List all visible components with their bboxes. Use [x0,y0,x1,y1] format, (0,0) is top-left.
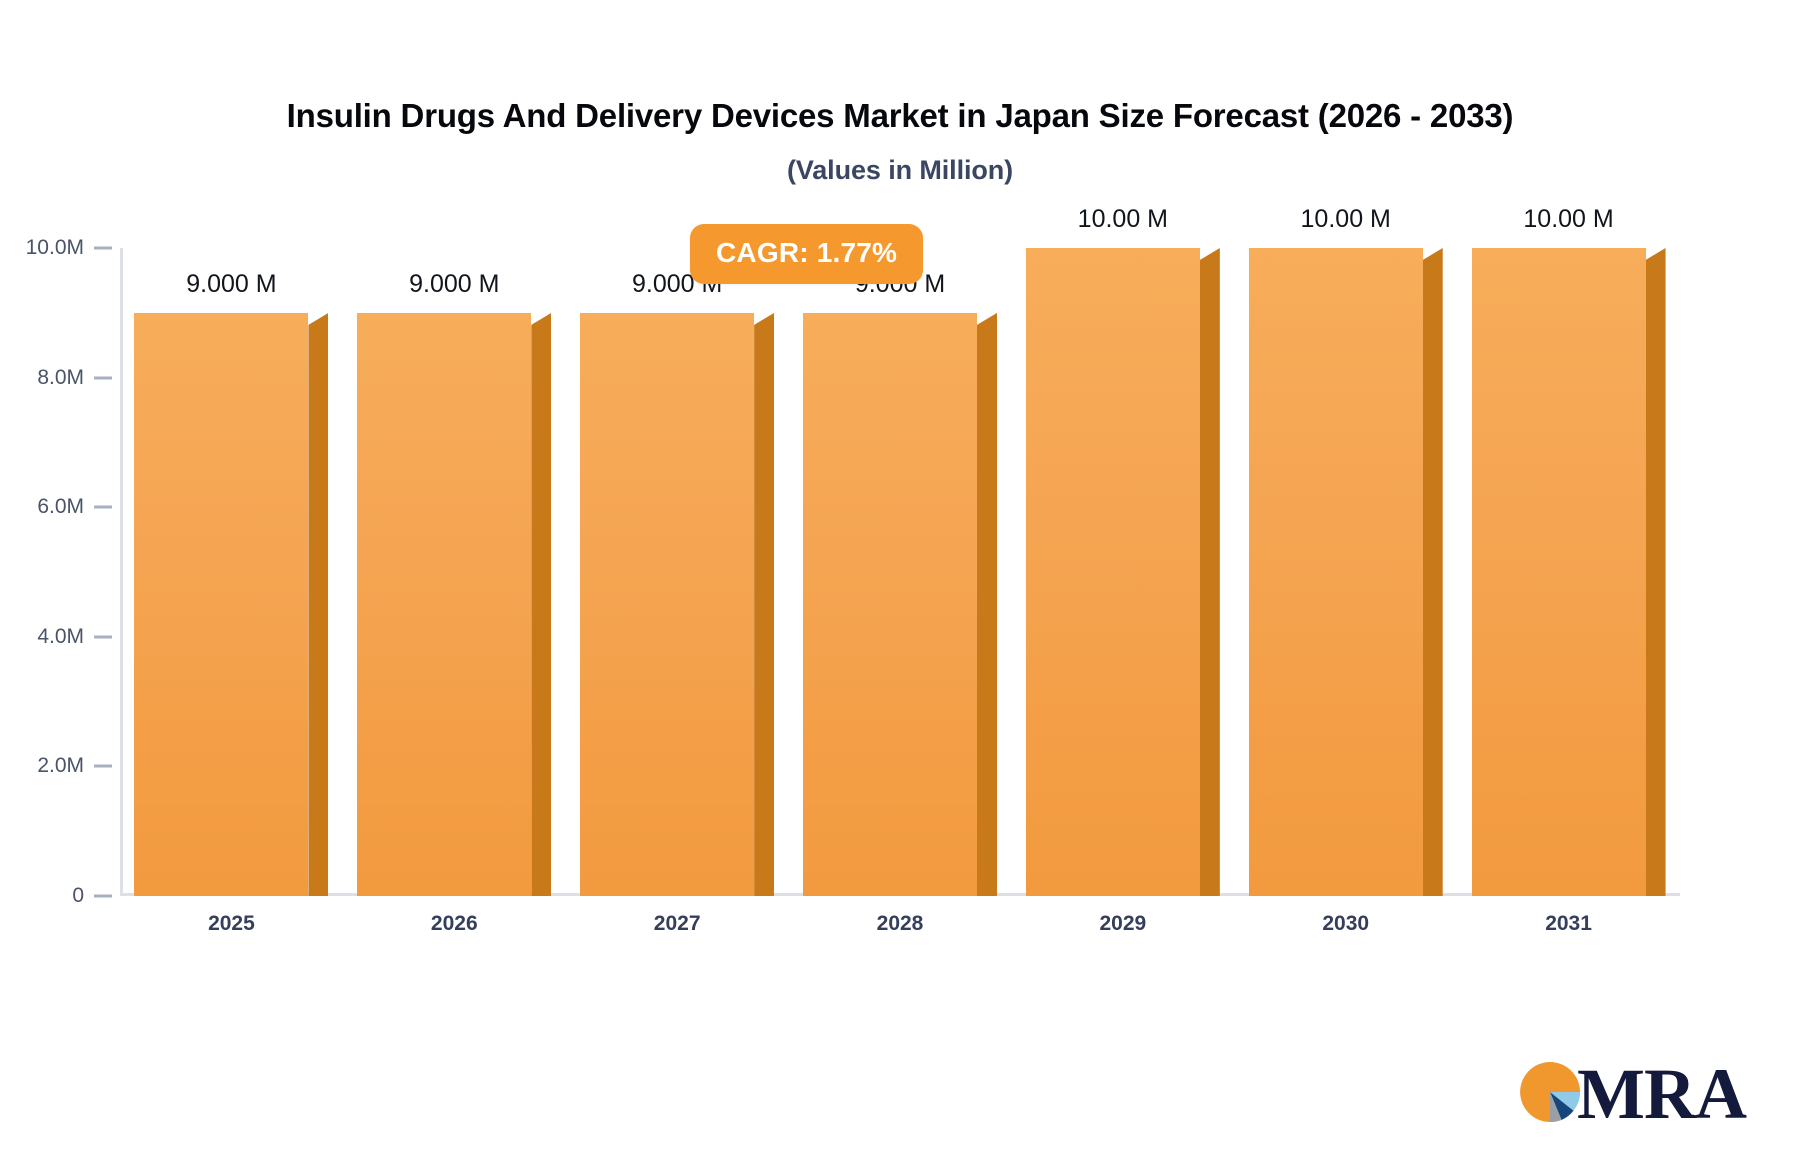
bar-face [357,312,532,896]
bar-2030[interactable]: 10.00 M [1248,205,1443,896]
bar-value-label: 10.00 M [1523,205,1614,233]
bar-value-label: 9.000 M [409,269,500,298]
y-axis-tick-label: 2.0M [37,754,84,778]
x-axis-label-2030: 2030 [1322,912,1370,935]
y-axis-tick-dash [94,376,112,380]
bar-side-3d [1422,248,1443,896]
bar-value-label: 10.00 M [1077,205,1169,233]
title-block: Insulin Drugs And Delivery Devices Marke… [0,96,1800,186]
bar-side-3d [1645,248,1666,896]
x-axis-label-2029: 2029 [1099,912,1147,935]
y-axis-tick-dash [94,764,112,768]
y-axis-tick-dash [94,894,112,898]
y-axis-tick-label: 6.0M [37,495,84,519]
x-axis-label-2026: 2026 [430,912,478,935]
bar-2026[interactable]: 9.000 M [357,270,552,896]
bar-side-3d [1199,248,1220,896]
bar-side-3d [308,312,329,896]
bar-2029[interactable]: 10.00 M [1025,205,1220,896]
y-axis-ticks: 10.0M 8.0M 6.0M 4.0M 2.0M 0 [0,236,120,907]
y-axis-tick-dash [94,246,112,250]
y-axis-tick-label: 4.0M [37,624,84,648]
bar-side-3d [754,312,775,896]
plot-area: 10.0M 8.0M 6.0M 4.0M 2.0M 0 9.000 M 9.000… [26,205,1680,907]
bar-side-3d [977,312,997,896]
y-axis-tick-dash [94,635,112,639]
bar-face [580,312,755,896]
x-axis-label-2028: 2028 [876,912,924,935]
pie-chart-icon [1517,1059,1583,1130]
x-axis-labels: 2025 2026 2027 2028 2029 2030 2031 [120,912,1680,952]
bars-layer: 9.000 M9.000 M9.000 M9.000 M10.00 M10.00… [120,205,1680,896]
bar-side-3d [531,312,552,896]
bar-2028[interactable]: 9.000 M [803,270,997,896]
bar-face [1248,248,1423,896]
x-axis-label-2027: 2027 [653,912,701,935]
bar-face [1025,248,1200,896]
bar-2027[interactable]: 9.000 M [580,270,775,896]
chart-subtitle: (Values in Million) [786,154,1014,185]
cagr-badge: CAGR: 1.77% [690,224,924,284]
chart-title: Insulin Drugs And Delivery Devices Marke… [286,97,1514,134]
y-axis-tick-dash [94,505,112,509]
bar-face [134,312,309,896]
bar-2025[interactable]: 9.000 M [134,270,329,896]
y-axis-tick-label: 10.0M [25,236,84,259]
bar-face [1471,248,1646,896]
mra-logo: MRA [1517,1054,1747,1134]
y-axis-tick-label: 8.0M [37,365,84,389]
bar-face [803,312,977,896]
y-axis-tick-label: 0 [72,884,84,907]
x-axis-label-2031: 2031 [1545,912,1592,935]
bar-value-label: 9.000 M [186,269,277,298]
bar-value-label: 10.00 M [1300,205,1391,233]
bar-2031[interactable]: 10.00 M [1471,205,1666,896]
y-axis-line [120,248,123,896]
x-axis-label-2025: 2025 [208,912,255,935]
logo-wordmark: MRA [1577,1054,1747,1134]
